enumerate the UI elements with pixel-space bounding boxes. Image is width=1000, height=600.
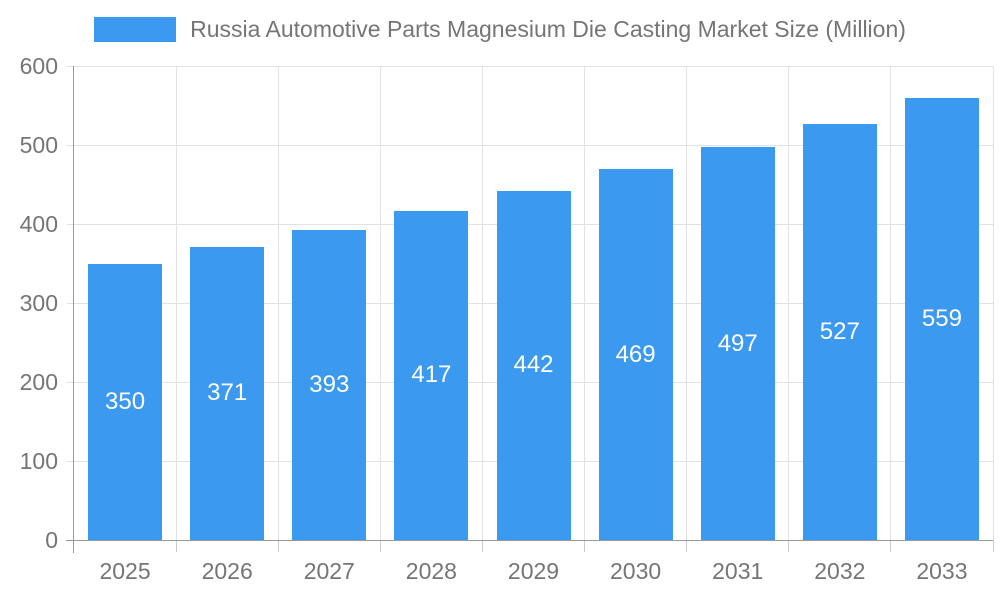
bar-value-label: 442 (513, 351, 554, 379)
gridline (67, 144, 993, 146)
x-tick-label: 2028 (405, 558, 457, 584)
y-tick-label: 100 (19, 448, 58, 474)
axis-tick (890, 540, 892, 552)
axis-tick (584, 540, 586, 552)
vertical-gridline (175, 66, 177, 540)
x-tick-label: 2033 (916, 558, 968, 584)
bar-value-label: 393 (309, 370, 350, 398)
axis-tick (277, 540, 279, 552)
axis-tick (175, 540, 177, 552)
legend-swatch (94, 17, 177, 42)
x-tick-label: 2026 (201, 558, 253, 584)
y-tick-label: 600 (19, 53, 58, 79)
axis-tick (379, 540, 381, 552)
bar-value-label: 497 (717, 329, 758, 357)
vertical-gridline (584, 66, 586, 540)
vertical-gridline (277, 66, 279, 540)
bar (598, 169, 673, 540)
bar-value-label: 527 (819, 317, 860, 345)
x-tick-label: 2030 (610, 558, 662, 584)
bar (802, 123, 877, 540)
bar (292, 229, 367, 540)
y-tick-label: 300 (19, 290, 58, 316)
vertical-gridline (379, 66, 381, 540)
x-axis-line (66, 540, 993, 541)
axis-tick (481, 540, 483, 552)
y-axis-line (73, 66, 74, 553)
x-tick-label: 2029 (507, 558, 560, 584)
x-tick-label: 2025 (99, 558, 151, 584)
bar-value-label: 469 (615, 340, 656, 368)
bar (904, 98, 979, 540)
vertical-gridline (481, 66, 483, 540)
legend-label: Russia Automotive Parts Magnesium Die Ca… (190, 16, 906, 42)
bar (88, 263, 163, 540)
axis-tick (788, 540, 790, 552)
x-tick-label: 2032 (814, 558, 866, 584)
bar (394, 210, 469, 540)
bar-value-label: 371 (207, 379, 248, 407)
gridline (67, 65, 993, 67)
vertical-gridline (686, 66, 688, 540)
bar-value-label: 417 (411, 361, 452, 389)
bar (496, 190, 571, 540)
y-tick-label: 200 (19, 369, 58, 395)
y-tick-label: 400 (19, 211, 58, 237)
bar-value-label: 559 (921, 305, 962, 333)
axis-tick (686, 540, 688, 552)
y-tick-label: 0 (45, 527, 58, 553)
vertical-gridline (992, 66, 994, 540)
bar (190, 246, 265, 540)
axis-tick (992, 540, 994, 552)
bar (700, 147, 775, 540)
chart-legend: Russia Automotive Parts Magnesium Die Ca… (0, 16, 1000, 43)
y-tick-label: 500 (19, 132, 58, 158)
bar-value-label: 350 (105, 387, 146, 415)
vertical-gridline (788, 66, 790, 540)
x-tick-label: 2031 (712, 558, 764, 584)
x-tick-label: 2027 (303, 558, 355, 584)
vertical-gridline (890, 66, 892, 540)
